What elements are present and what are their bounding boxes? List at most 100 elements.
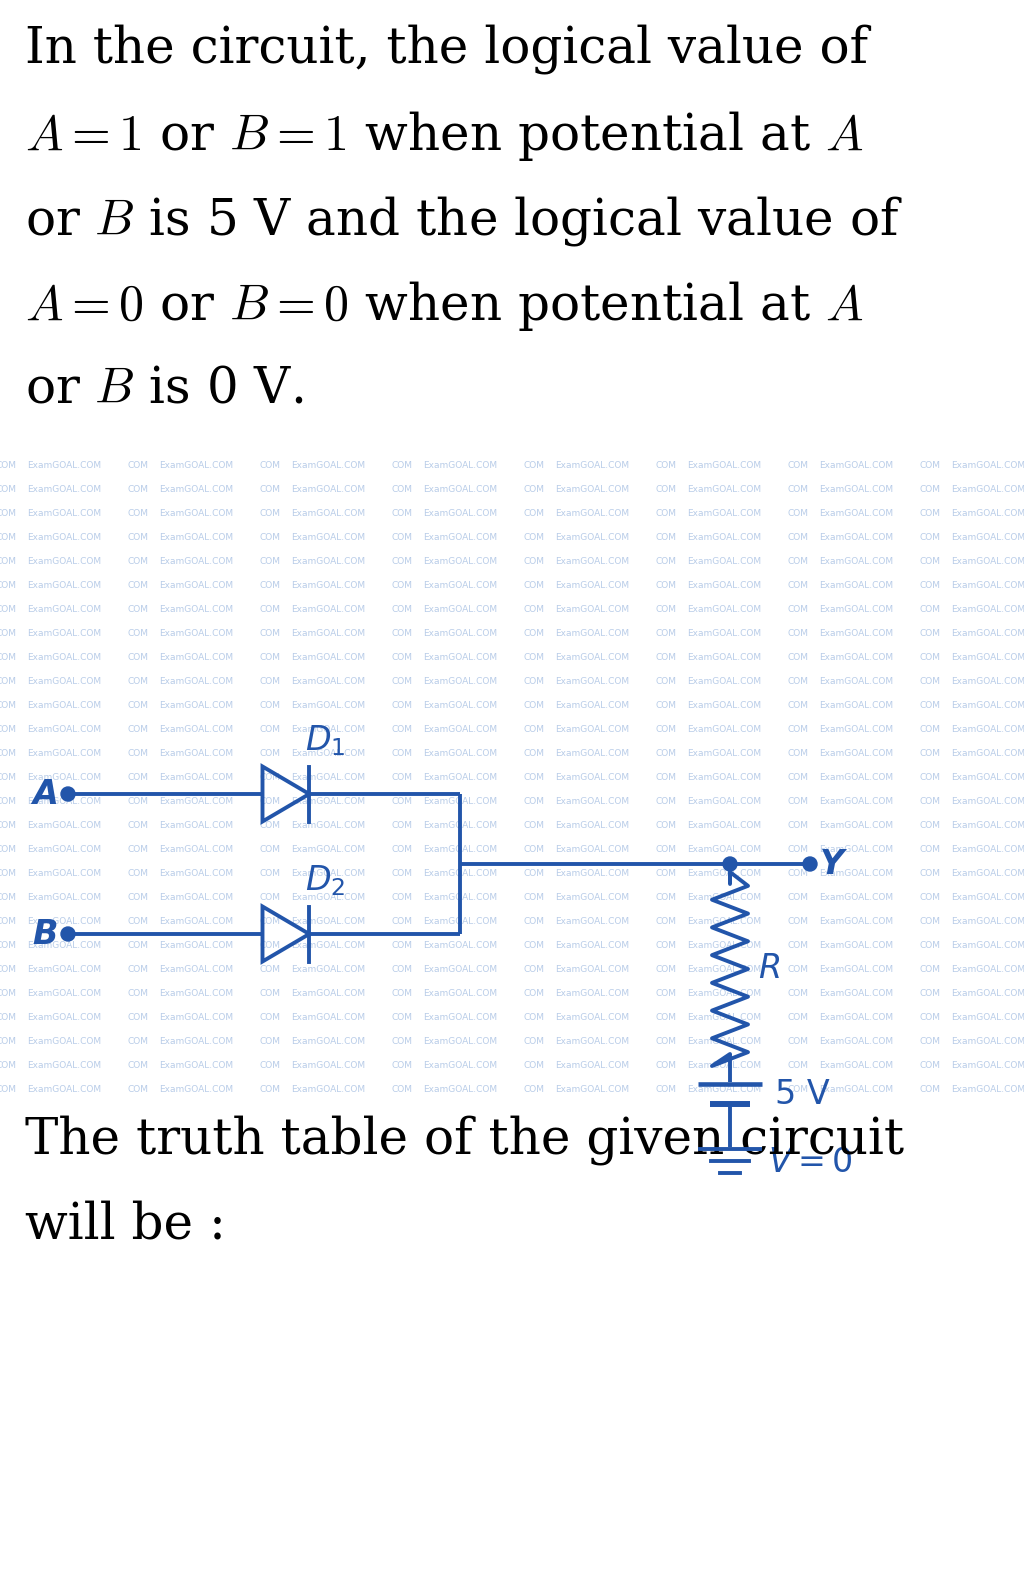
Text: ExamGOAL.COM: ExamGOAL.COM bbox=[819, 581, 893, 591]
Text: COM: COM bbox=[787, 486, 808, 494]
Text: COM: COM bbox=[787, 749, 808, 759]
Text: ExamGOAL.COM: ExamGOAL.COM bbox=[687, 654, 761, 662]
Text: ExamGOAL.COM: ExamGOAL.COM bbox=[27, 1038, 101, 1047]
Text: ExamGOAL.COM: ExamGOAL.COM bbox=[555, 1038, 629, 1047]
Text: COM: COM bbox=[259, 678, 280, 686]
Text: ExamGOAL.COM: ExamGOAL.COM bbox=[687, 510, 761, 518]
Text: COM: COM bbox=[0, 702, 16, 711]
Text: COM: COM bbox=[127, 773, 148, 782]
Text: ExamGOAL.COM: ExamGOAL.COM bbox=[951, 1061, 1024, 1071]
Text: COM: COM bbox=[391, 486, 412, 494]
Text: ExamGOAL.COM: ExamGOAL.COM bbox=[423, 870, 497, 879]
Text: ExamGOAL.COM: ExamGOAL.COM bbox=[555, 941, 629, 950]
Text: COM: COM bbox=[919, 797, 940, 806]
Text: ExamGOAL.COM: ExamGOAL.COM bbox=[423, 629, 497, 638]
Text: COM: COM bbox=[787, 461, 808, 470]
Text: ExamGOAL.COM: ExamGOAL.COM bbox=[27, 773, 101, 782]
Text: COM: COM bbox=[523, 1038, 544, 1047]
Text: COM: COM bbox=[391, 605, 412, 615]
Text: ExamGOAL.COM: ExamGOAL.COM bbox=[819, 797, 893, 806]
Text: COM: COM bbox=[919, 1038, 940, 1047]
Text: COM: COM bbox=[259, 773, 280, 782]
Text: COM: COM bbox=[259, 534, 280, 542]
Text: ExamGOAL.COM: ExamGOAL.COM bbox=[687, 893, 761, 903]
Text: ExamGOAL.COM: ExamGOAL.COM bbox=[687, 725, 761, 735]
Text: COM: COM bbox=[391, 558, 412, 567]
Text: COM: COM bbox=[919, 990, 940, 998]
Text: ExamGOAL.COM: ExamGOAL.COM bbox=[27, 846, 101, 854]
Text: COM: COM bbox=[259, 581, 280, 591]
Text: COM: COM bbox=[259, 941, 280, 950]
Text: ExamGOAL.COM: ExamGOAL.COM bbox=[291, 822, 366, 830]
Text: COM: COM bbox=[391, 678, 412, 686]
Text: COM: COM bbox=[787, 725, 808, 735]
Text: ExamGOAL.COM: ExamGOAL.COM bbox=[291, 797, 366, 806]
Text: COM: COM bbox=[655, 678, 676, 686]
Text: COM: COM bbox=[391, 702, 412, 711]
Text: COM: COM bbox=[919, 702, 940, 711]
Text: ExamGOAL.COM: ExamGOAL.COM bbox=[159, 797, 233, 806]
Text: COM: COM bbox=[127, 990, 148, 998]
Text: COM: COM bbox=[259, 797, 280, 806]
Text: ExamGOAL.COM: ExamGOAL.COM bbox=[159, 846, 233, 854]
Text: COM: COM bbox=[787, 510, 808, 518]
Text: COM: COM bbox=[259, 702, 280, 711]
Text: ExamGOAL.COM: ExamGOAL.COM bbox=[819, 629, 893, 638]
Text: ExamGOAL.COM: ExamGOAL.COM bbox=[27, 678, 101, 686]
Text: ExamGOAL.COM: ExamGOAL.COM bbox=[159, 917, 233, 927]
Text: ExamGOAL.COM: ExamGOAL.COM bbox=[687, 558, 761, 567]
Text: ExamGOAL.COM: ExamGOAL.COM bbox=[819, 725, 893, 735]
Text: COM: COM bbox=[259, 1061, 280, 1071]
Text: COM: COM bbox=[391, 510, 412, 518]
Text: ExamGOAL.COM: ExamGOAL.COM bbox=[291, 749, 366, 759]
Text: COM: COM bbox=[0, 725, 16, 735]
Text: COM: COM bbox=[391, 773, 412, 782]
Text: COM: COM bbox=[919, 461, 940, 470]
Text: ExamGOAL.COM: ExamGOAL.COM bbox=[159, 1085, 233, 1095]
Text: COM: COM bbox=[391, 966, 412, 974]
Text: COM: COM bbox=[655, 822, 676, 830]
Text: ExamGOAL.COM: ExamGOAL.COM bbox=[951, 893, 1024, 903]
Text: ExamGOAL.COM: ExamGOAL.COM bbox=[819, 1061, 893, 1071]
Text: COM: COM bbox=[127, 581, 148, 591]
Text: COM: COM bbox=[127, 917, 148, 927]
Text: ExamGOAL.COM: ExamGOAL.COM bbox=[687, 1014, 761, 1023]
Text: ExamGOAL.COM: ExamGOAL.COM bbox=[159, 893, 233, 903]
Text: COM: COM bbox=[523, 941, 544, 950]
Text: ExamGOAL.COM: ExamGOAL.COM bbox=[951, 966, 1024, 974]
Text: ExamGOAL.COM: ExamGOAL.COM bbox=[27, 822, 101, 830]
Text: ExamGOAL.COM: ExamGOAL.COM bbox=[423, 749, 497, 759]
Text: ExamGOAL.COM: ExamGOAL.COM bbox=[159, 558, 233, 567]
Text: ExamGOAL.COM: ExamGOAL.COM bbox=[819, 917, 893, 927]
Text: COM: COM bbox=[0, 941, 16, 950]
Circle shape bbox=[803, 857, 817, 871]
Text: ExamGOAL.COM: ExamGOAL.COM bbox=[291, 510, 366, 518]
Text: COM: COM bbox=[127, 1014, 148, 1023]
Text: COM: COM bbox=[127, 893, 148, 903]
Text: ExamGOAL.COM: ExamGOAL.COM bbox=[819, 1085, 893, 1095]
Text: ExamGOAL.COM: ExamGOAL.COM bbox=[951, 846, 1024, 854]
Text: COM: COM bbox=[127, 822, 148, 830]
Text: ExamGOAL.COM: ExamGOAL.COM bbox=[819, 941, 893, 950]
Text: COM: COM bbox=[127, 534, 148, 542]
Text: COM: COM bbox=[523, 773, 544, 782]
Text: COM: COM bbox=[787, 893, 808, 903]
Text: COM: COM bbox=[0, 1014, 16, 1023]
Text: ExamGOAL.COM: ExamGOAL.COM bbox=[951, 654, 1024, 662]
Text: COM: COM bbox=[0, 822, 16, 830]
Text: COM: COM bbox=[787, 702, 808, 711]
Text: ExamGOAL.COM: ExamGOAL.COM bbox=[951, 749, 1024, 759]
Text: COM: COM bbox=[523, 629, 544, 638]
Text: COM: COM bbox=[655, 1038, 676, 1047]
Text: ExamGOAL.COM: ExamGOAL.COM bbox=[27, 510, 101, 518]
Text: ExamGOAL.COM: ExamGOAL.COM bbox=[291, 966, 366, 974]
Text: COM: COM bbox=[655, 629, 676, 638]
Text: ExamGOAL.COM: ExamGOAL.COM bbox=[819, 870, 893, 879]
Text: COM: COM bbox=[523, 797, 544, 806]
Text: ExamGOAL.COM: ExamGOAL.COM bbox=[819, 846, 893, 854]
Text: ExamGOAL.COM: ExamGOAL.COM bbox=[159, 966, 233, 974]
Text: ExamGOAL.COM: ExamGOAL.COM bbox=[27, 797, 101, 806]
Text: ExamGOAL.COM: ExamGOAL.COM bbox=[555, 1085, 629, 1095]
Text: COM: COM bbox=[919, 510, 940, 518]
Text: COM: COM bbox=[127, 1061, 148, 1071]
